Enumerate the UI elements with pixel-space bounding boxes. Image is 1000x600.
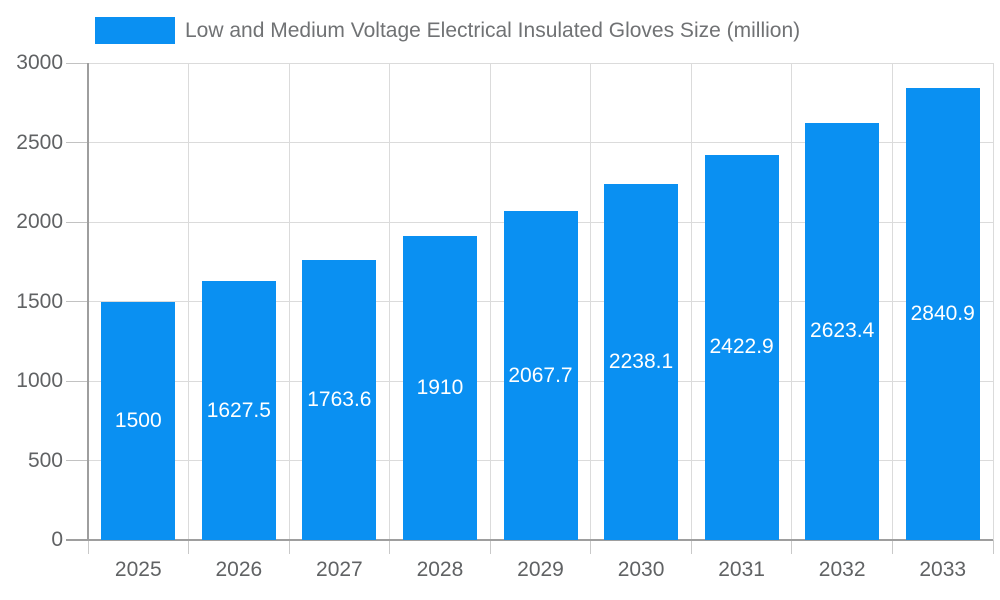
y-gridline xyxy=(88,62,993,64)
x-gridline xyxy=(992,63,994,540)
legend-label: Low and Medium Voltage Electrical Insula… xyxy=(185,18,801,42)
y-axis-tick xyxy=(66,62,88,64)
y-axis-label: 1500 xyxy=(16,289,63,313)
x-gridline xyxy=(489,63,491,540)
bar-value-label: 1627.5 xyxy=(206,398,271,422)
bar-2029[interactable] xyxy=(503,211,578,540)
bar-2031[interactable] xyxy=(704,154,779,540)
x-gridline xyxy=(891,63,893,540)
x-axis-label: 2029 xyxy=(517,558,564,581)
x-gridline xyxy=(389,63,391,540)
bar-value-label: 1500 xyxy=(114,408,162,432)
y-axis-label: 2500 xyxy=(16,130,63,154)
x-axis-tick xyxy=(791,540,793,554)
x-axis-tick xyxy=(489,540,491,554)
y-axis-tick xyxy=(66,301,88,302)
x-gridline xyxy=(690,63,692,540)
x-axis-tick xyxy=(992,540,994,554)
y-axis-label: 500 xyxy=(27,448,63,472)
x-gridline xyxy=(288,63,290,540)
y-gridline xyxy=(88,142,993,143)
x-axis-label: 2031 xyxy=(718,558,765,581)
bar-2033[interactable] xyxy=(905,88,980,540)
x-axis-label: 2028 xyxy=(416,558,464,581)
bar-2032[interactable] xyxy=(805,122,880,540)
y-axis-line xyxy=(87,63,89,540)
bar-value-label: 1910 xyxy=(416,376,464,400)
x-axis-tick xyxy=(188,540,190,554)
y-axis-tick xyxy=(66,142,88,143)
x-axis-tick xyxy=(87,540,89,554)
x-axis-tick xyxy=(891,540,893,554)
x-axis-label: 2026 xyxy=(215,558,263,581)
x-axis-tick xyxy=(389,540,391,554)
bar-2026[interactable] xyxy=(201,281,276,540)
x-gridline xyxy=(188,63,190,540)
bar-value-label: 2067.7 xyxy=(508,363,573,387)
bar-2025[interactable] xyxy=(101,301,176,540)
x-gridline xyxy=(590,63,592,540)
bar-value-label: 2238.1 xyxy=(608,350,674,374)
x-axis-tick xyxy=(690,540,692,554)
x-axis-label: 2033 xyxy=(919,558,967,581)
x-axis-tick xyxy=(288,540,290,554)
y-axis-tick xyxy=(66,221,88,223)
y-axis-tick xyxy=(66,460,88,461)
bar-value-label: 2422.9 xyxy=(709,335,774,359)
y-axis-label: 1000 xyxy=(16,369,63,392)
x-axis-label: 2027 xyxy=(316,558,363,581)
x-axis-tick xyxy=(590,540,592,554)
x-axis-label: 2025 xyxy=(114,558,162,581)
legend-item[interactable]: Low and Medium Voltage Electrical Insula… xyxy=(95,17,800,44)
bar-value-label: 2623.4 xyxy=(810,319,875,343)
y-axis-label: 0 xyxy=(51,528,63,551)
legend-swatch-icon xyxy=(95,17,175,44)
x-gridline xyxy=(791,63,793,540)
bar-value-label: 2840.9 xyxy=(910,302,975,326)
y-axis-tick xyxy=(66,380,88,382)
bar-2027[interactable] xyxy=(302,259,377,540)
x-axis-line xyxy=(66,539,993,541)
bar-2028[interactable] xyxy=(402,236,477,540)
y-axis-label: 3000 xyxy=(16,51,63,74)
bar-2030[interactable] xyxy=(604,184,679,540)
bar-value-label: 1763.6 xyxy=(307,387,372,411)
x-axis-label: 2030 xyxy=(617,558,665,581)
y-axis-label: 2000 xyxy=(16,210,63,233)
x-axis-label: 2032 xyxy=(818,558,866,581)
